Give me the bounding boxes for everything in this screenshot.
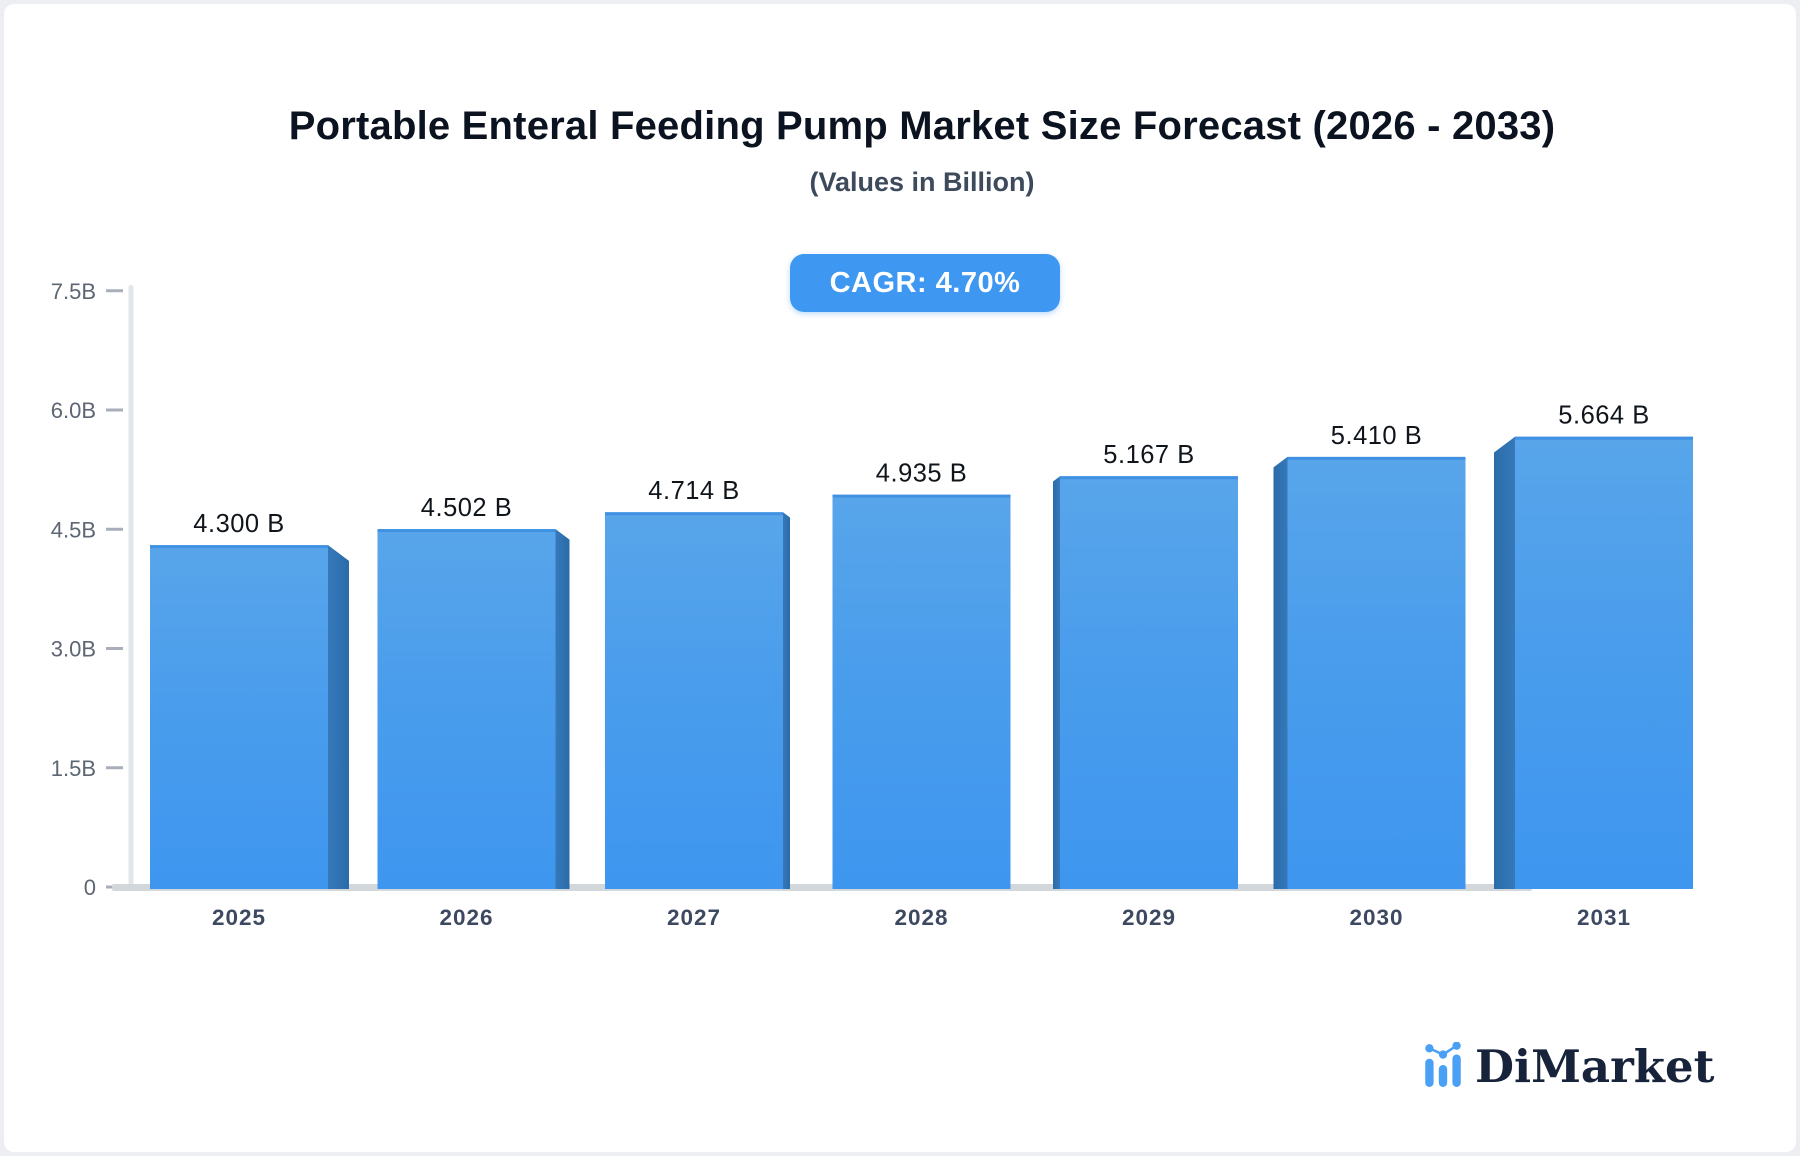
bar-value-label: 5.167 B [1103, 441, 1194, 469]
bar-top-edge [1287, 456, 1466, 460]
bar-value-label: 5.410 B [1331, 422, 1422, 450]
bar-front-face [150, 545, 328, 889]
x-axis-label: 2027 [667, 905, 721, 930]
bar-front-face [377, 529, 556, 889]
bar-side-face [1273, 456, 1288, 889]
mini-bar-chart-icon [1425, 1042, 1461, 1087]
bar-2025[interactable] [150, 545, 349, 889]
chart-subtitle: (Values in Billion) [809, 167, 1035, 197]
x-axis-label: 2031 [1577, 905, 1631, 930]
bar-value-label: 4.300 B [193, 510, 284, 538]
x-axis-label: 2026 [439, 905, 493, 930]
bar-side-face [1494, 436, 1515, 889]
bar-front-face [605, 512, 783, 889]
bar-value-label: 5.664 B [1558, 402, 1649, 430]
y-axis-tick-label: 7.5B [51, 279, 96, 304]
x-axis-label: 2029 [1122, 905, 1176, 930]
y-axis-tick-mark [106, 766, 123, 770]
y-axis-tick-label: 0 [84, 875, 96, 900]
bar-top-edge [150, 545, 328, 549]
cagr-badge: CAGR: 4.70% [790, 254, 1060, 312]
y-axis-tick-label: 1.5B [51, 756, 96, 781]
cagr-badge-label: CAGR: 4.70% [829, 266, 1021, 299]
y-axis-tick-label: 3.0B [51, 637, 96, 662]
bar-2026[interactable] [377, 529, 570, 889]
bar-2027[interactable] [605, 512, 790, 889]
bar-side-face [783, 512, 790, 889]
bar-top-edge [1060, 476, 1238, 480]
x-axis-label: 2025 [212, 905, 266, 930]
bar-front-face [1287, 456, 1466, 889]
dimarket-logo[interactable]: DiMarket [1424, 1040, 1715, 1094]
bar-top-edge [1515, 436, 1693, 440]
x-axis-label: 2030 [1349, 905, 1403, 930]
bar-top-edge [377, 529, 556, 533]
bar-2031[interactable] [1494, 436, 1693, 889]
bar-front-face [832, 494, 1011, 889]
y-axis-tick-mark [106, 527, 123, 531]
bar-2030[interactable] [1273, 456, 1466, 889]
bar-side-face [555, 529, 570, 889]
bar-value-label: 4.502 B [421, 494, 512, 522]
y-axis-tick-mark [106, 408, 123, 412]
bars-layer [150, 436, 1693, 889]
bar-front-face [1060, 476, 1238, 889]
bar-side-face [1053, 476, 1060, 889]
labels-layer: 4.300 B 2025 4.502 B 2026 4.714 B 2027 4.935 B… [193, 402, 1649, 930]
bar-side-face [328, 545, 349, 889]
x-axis-label: 2028 [894, 905, 948, 930]
y-axis-tick-label: 6.0B [51, 398, 96, 423]
bar-front-face [1515, 436, 1693, 889]
bar-top-edge [832, 494, 1011, 498]
bar-top-edge [605, 512, 783, 516]
y-axis-tick-mark [106, 289, 123, 293]
dimarket-logo-text: DiMarket [1475, 1040, 1715, 1094]
bar-value-label: 4.935 B [876, 460, 967, 488]
bar-2029[interactable] [1053, 476, 1238, 889]
y-axis-tick-mark [106, 647, 123, 650]
bar-2028[interactable] [832, 494, 1011, 889]
y-axis-line [128, 285, 134, 886]
chart-title: Portable Enteral Feeding Pump Market Siz… [288, 104, 1556, 148]
bar-value-label: 4.714 B [648, 477, 739, 505]
y-axis-tick-label: 4.5B [51, 517, 96, 542]
